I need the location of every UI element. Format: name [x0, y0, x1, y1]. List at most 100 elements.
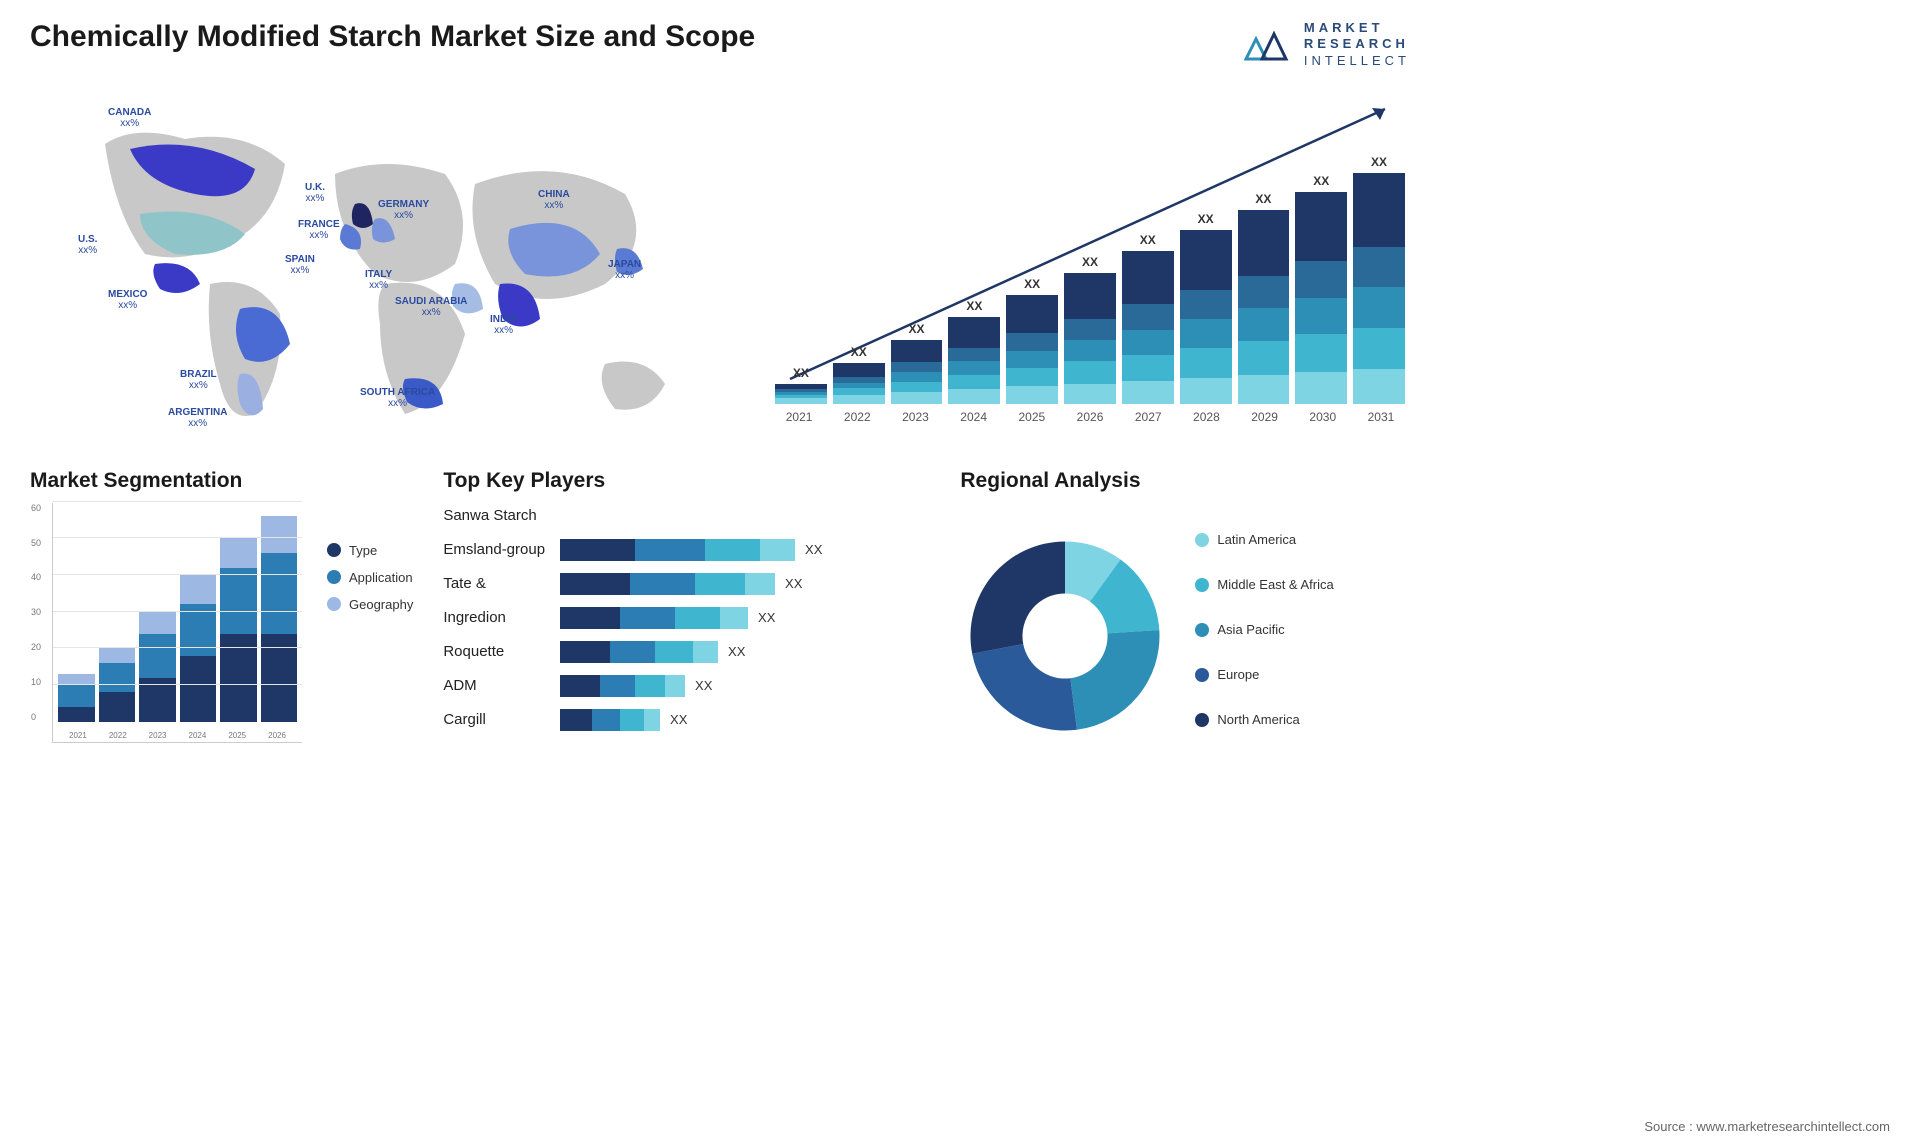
- player-value-label: XX: [670, 712, 687, 727]
- legend-dot-icon: [327, 543, 341, 557]
- segmentation-legend: Type Application Geography: [327, 503, 413, 743]
- bar-year-label: 2027: [1119, 410, 1177, 424]
- legend-item: Geography: [327, 597, 413, 612]
- bar-year-label: 2022: [828, 410, 886, 424]
- player-bar-row: XX: [560, 673, 930, 699]
- bar-value-label: XX: [851, 345, 867, 359]
- player-value-label: XX: [728, 644, 745, 659]
- map-country-label: INDIAxx%: [490, 314, 517, 337]
- bar-value-label: XX: [1371, 155, 1387, 169]
- brand-logo: MARKET RESEARCH INTELLECT: [1244, 20, 1410, 69]
- legend-label: Asia Pacific: [1217, 622, 1284, 637]
- map-country-label: SPAINxx%: [285, 254, 315, 277]
- seg-bar-column: [220, 538, 257, 721]
- map-country-label: GERMANYxx%: [378, 199, 429, 222]
- bar-column: XX: [1295, 124, 1347, 404]
- legend-label: Application: [349, 570, 413, 585]
- seg-year-label: 2021: [58, 731, 98, 740]
- bar-year-label: 2024: [945, 410, 1003, 424]
- segmentation-panel: Market Segmentation 0102030405060 202120…: [30, 469, 413, 769]
- bar-column: XX: [1180, 124, 1232, 404]
- seg-bar-column: [180, 575, 217, 722]
- seg-bar-column: [99, 648, 136, 721]
- player-bar-row: XX: [560, 707, 930, 733]
- bar-year-label: 2028: [1177, 410, 1235, 424]
- bar-value-label: XX: [793, 366, 809, 380]
- legend-item: Latin America: [1195, 532, 1333, 547]
- legend-dot-icon: [327, 597, 341, 611]
- bar-column: XX: [1064, 124, 1116, 404]
- bar-value-label: XX: [1024, 277, 1040, 291]
- bar-column: XX: [1353, 124, 1405, 404]
- legend-item: Asia Pacific: [1195, 622, 1333, 637]
- bar-year-label: 2031: [1352, 410, 1410, 424]
- bar-column: XX: [891, 124, 943, 404]
- logo-line3: INTELLECT: [1304, 53, 1410, 69]
- player-name-label: Emsland-group: [443, 537, 545, 563]
- world-map: CANADAxx%U.S.xx%MEXICOxx%BRAZILxx%ARGENT…: [30, 84, 740, 444]
- seg-bar-column: [261, 516, 298, 721]
- map-country-label: U.K.xx%: [305, 182, 325, 205]
- source-attribution: Source : www.marketresearchintellect.com: [1644, 1119, 1890, 1134]
- bar-column: XX: [1122, 124, 1174, 404]
- bar-column: XX: [1006, 124, 1058, 404]
- legend-label: Middle East & Africa: [1217, 577, 1333, 592]
- regional-title: Regional Analysis: [960, 469, 1410, 493]
- key-players-panel: Top Key Players Sanwa StarchEmsland-grou…: [443, 469, 930, 769]
- bar-year-label: 2023: [886, 410, 944, 424]
- segmentation-title: Market Segmentation: [30, 469, 413, 493]
- donut-slice: [1071, 630, 1160, 730]
- map-country-label: SAUDI ARABIAxx%: [395, 296, 467, 319]
- bar-value-label: XX: [1313, 174, 1329, 188]
- legend-dot-icon: [1195, 578, 1209, 592]
- player-value-label: XX: [758, 610, 775, 625]
- player-name-label: Tate &: [443, 571, 545, 597]
- logo-line2: RESEARCH: [1304, 36, 1410, 52]
- bar-value-label: XX: [1255, 192, 1271, 206]
- logo-icon: [1244, 24, 1294, 64]
- key-players-chart: XX XX XX XX XX XX: [560, 503, 930, 733]
- seg-y-tick: 10: [31, 677, 41, 687]
- bar-year-label: 2026: [1061, 410, 1119, 424]
- map-country-label: SOUTH AFRICAxx%: [360, 387, 435, 410]
- regional-legend: Latin America Middle East & Africa Asia Pa…: [1195, 532, 1333, 739]
- map-country-label: BRAZILxx%: [180, 369, 217, 392]
- player-name-label: Cargill: [443, 707, 545, 733]
- bar-year-label: 2029: [1236, 410, 1294, 424]
- map-country-label: U.S.xx%: [78, 234, 97, 257]
- player-value-label: XX: [805, 542, 822, 557]
- legend-item: Middle East & Africa: [1195, 577, 1333, 592]
- seg-y-tick: 60: [31, 503, 41, 513]
- seg-y-tick: 50: [31, 538, 41, 548]
- segmentation-chart: 0102030405060 202120222023202420252026: [52, 503, 302, 743]
- player-bar-row: XX: [560, 537, 930, 563]
- legend-label: Geography: [349, 597, 413, 612]
- bar-value-label: XX: [1140, 233, 1156, 247]
- bar-value-label: XX: [966, 299, 982, 313]
- bar-year-label: 2025: [1003, 410, 1061, 424]
- map-country-label: FRANCExx%: [298, 219, 340, 242]
- bar-value-label: XX: [909, 322, 925, 336]
- legend-dot-icon: [1195, 623, 1209, 637]
- seg-bar-column: [139, 612, 176, 722]
- seg-y-tick: 0: [31, 712, 41, 722]
- seg-y-tick: 20: [31, 642, 41, 652]
- player-value-label: XX: [695, 678, 712, 693]
- bar-value-label: XX: [1082, 255, 1098, 269]
- regional-panel: Regional Analysis Latin America Middle Ea…: [960, 469, 1410, 769]
- legend-item: Type: [327, 543, 413, 558]
- player-name-label: ADM: [443, 673, 545, 699]
- player-bar-row: XX: [560, 605, 930, 631]
- legend-dot-icon: [1195, 668, 1209, 682]
- player-bar-row: XX: [560, 571, 930, 597]
- player-name-label: Ingredion: [443, 605, 545, 631]
- donut-slice: [971, 541, 1066, 653]
- bar-value-label: XX: [1198, 212, 1214, 226]
- seg-year-label: 2025: [217, 731, 257, 740]
- seg-year-label: 2024: [177, 731, 217, 740]
- legend-label: Type: [349, 543, 377, 558]
- seg-year-label: 2026: [257, 731, 297, 740]
- regional-donut-chart: [960, 531, 1170, 741]
- legend-label: Latin America: [1217, 532, 1296, 547]
- legend-label: Europe: [1217, 667, 1259, 682]
